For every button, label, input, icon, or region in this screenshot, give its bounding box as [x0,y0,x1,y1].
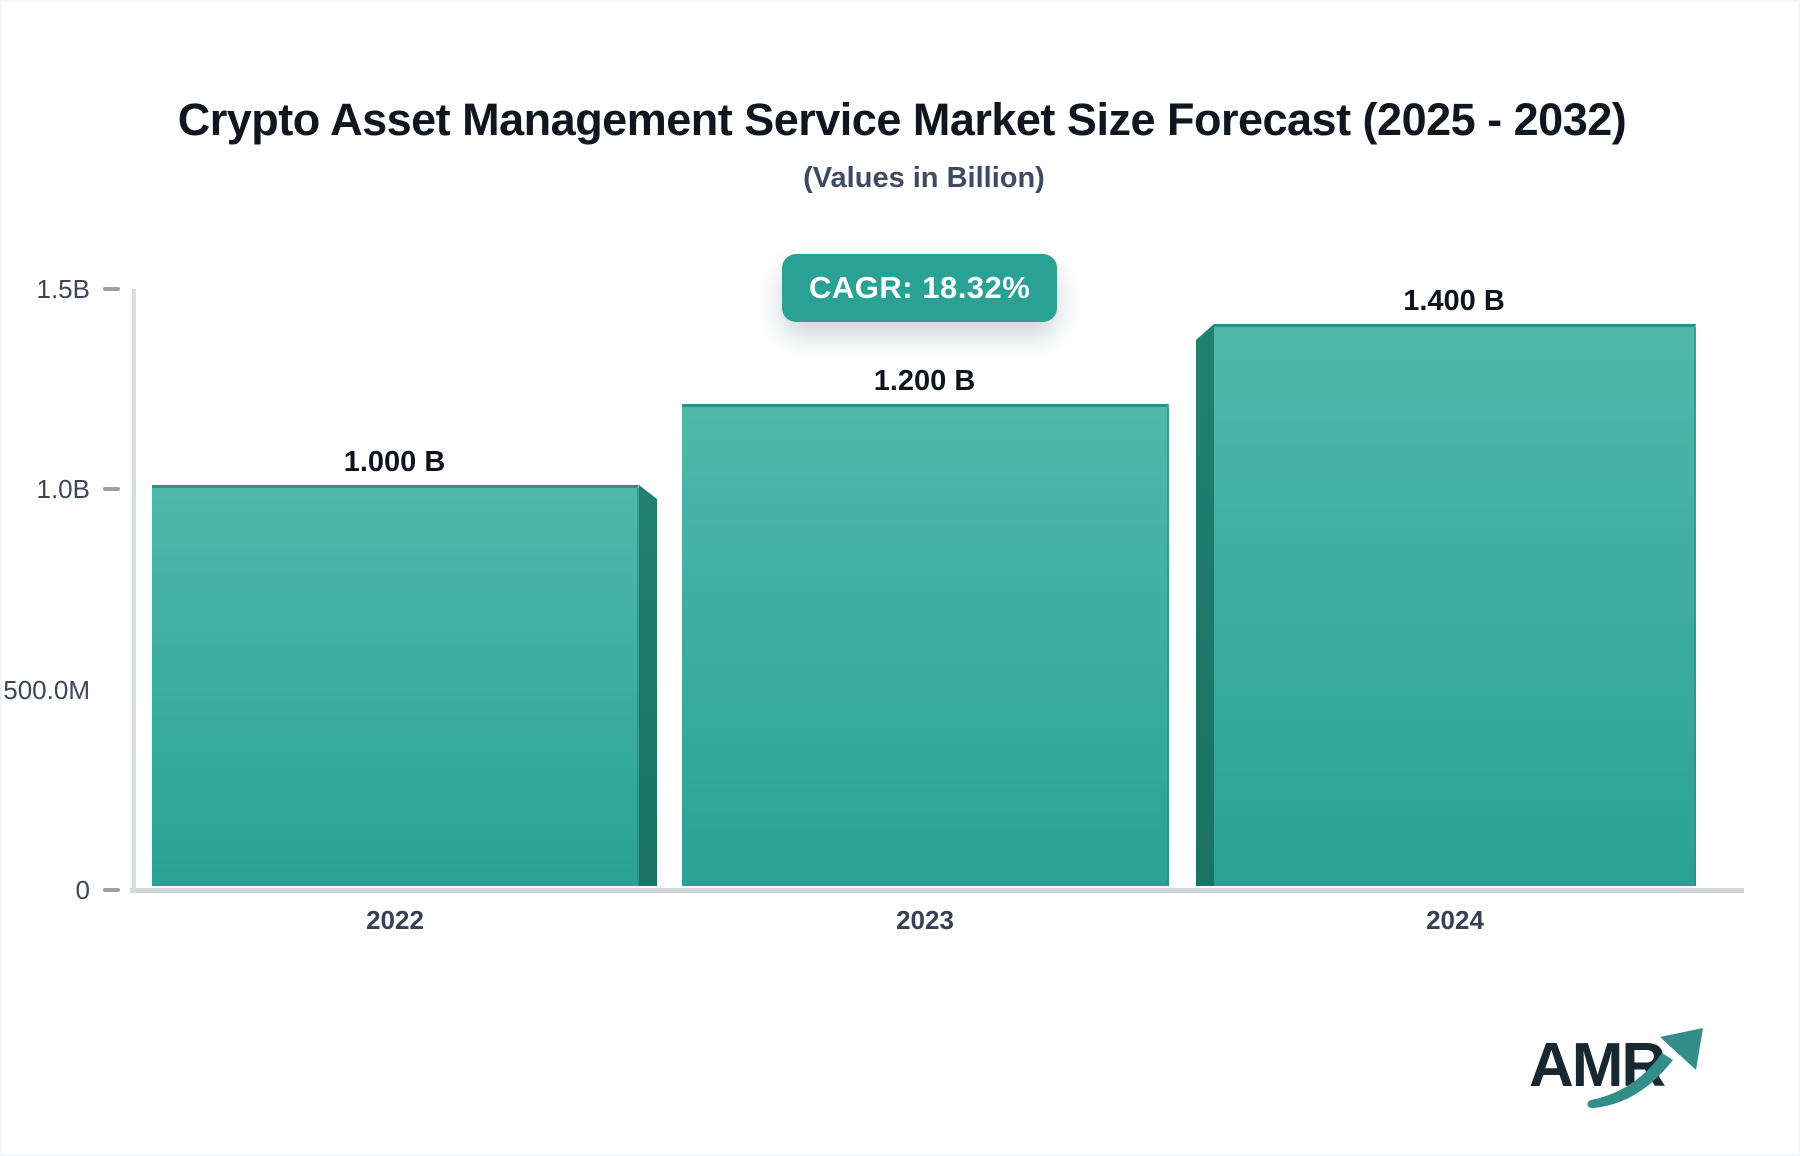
x-axis-label-2022: 2022 [366,905,424,935]
bar-3d-side [1196,324,1214,886]
x-axis-label-2023: 2023 [896,905,954,935]
bar-value-label: 1.400 B [1403,285,1505,317]
y-tick-dash [103,287,120,291]
chart-title: Crypto Asset Management Service Market S… [177,94,1627,145]
bar-face: 1.400 B [1214,285,1696,886]
amr-logo-arrow-head [1660,1028,1703,1070]
bar-2022: 1.000 B [152,446,657,886]
y-tick-label: 1.0B [36,474,91,504]
bar-value-label: 1.000 B [343,446,446,478]
cagr-badge: CAGR: 18.32% [782,254,1058,322]
bar-2024: 1.400 B [1196,285,1696,886]
bar-face: 1.000 B [152,446,639,886]
bar-value-label: 1.200 B [873,365,976,397]
y-tick-label: 1.5B [36,274,91,304]
chart-subtitle: (Values in Billion) [803,162,1045,194]
amr-logo: AMR [1529,1028,1703,1108]
y-tick-dash [103,888,120,892]
bar-3d-side [639,485,657,886]
amr-logo-arrow-swoosh [1587,1053,1673,1108]
x-axis-baseline [130,888,1744,893]
bar-2023: 1.200 B [682,365,1169,886]
y-axis-line [132,289,136,891]
y-tick-dash [103,487,120,491]
amr-logo-text: AMR [1529,1031,1665,1100]
y-tick-label: 0 [75,875,90,905]
x-axis-label-2024: 2024 [1426,905,1484,935]
bar-face: 1.200 B [682,365,1169,886]
y-tick-label: 500.0M [3,675,90,705]
